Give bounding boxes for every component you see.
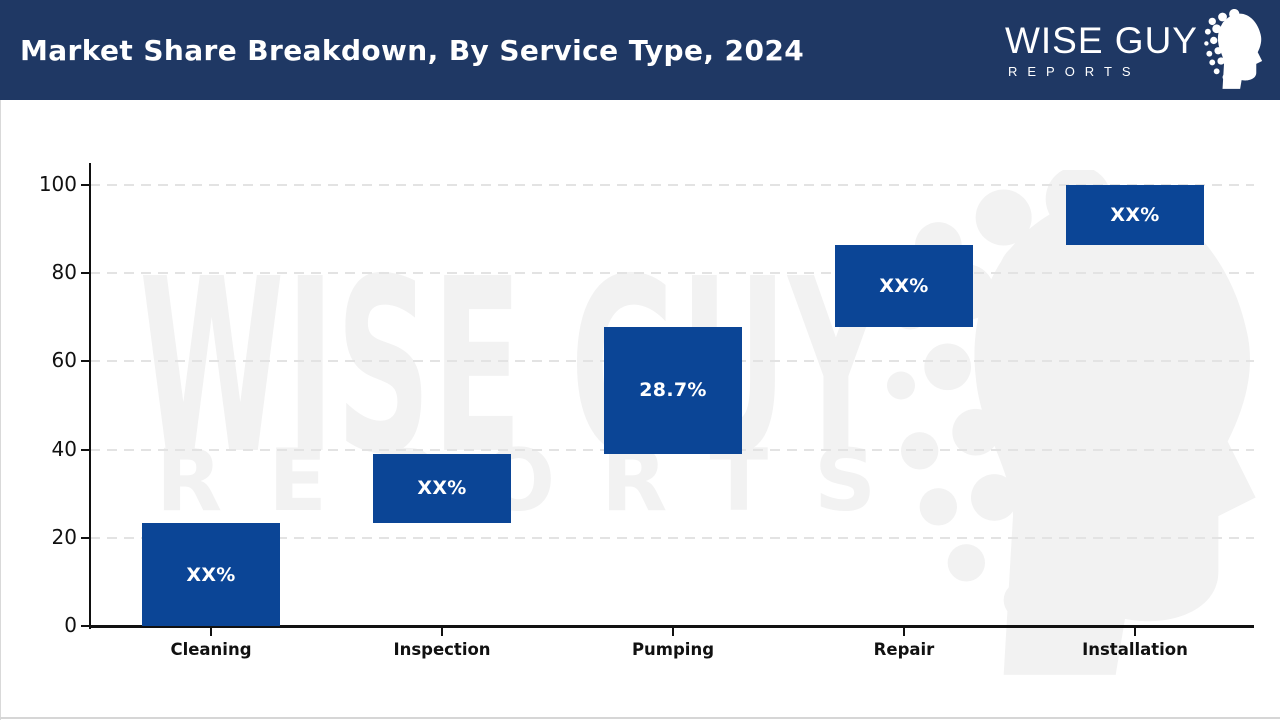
y-gridline-100 [90, 184, 1254, 186]
bottom-divider [0, 717, 1280, 719]
bar-inspection: XX% [373, 453, 511, 524]
bar-pumping: 28.7% [604, 327, 742, 454]
x-tick-cleaning [210, 628, 212, 636]
y-tick-label-40: 40 [51, 436, 77, 461]
page-title: Market Share Breakdown, By Service Type,… [20, 33, 805, 67]
y-tick-label-20: 20 [51, 524, 77, 549]
bar-value-label-repair: XX% [879, 274, 929, 297]
y-tick-label-100: 100 [38, 172, 77, 196]
x-tick-inspection [441, 628, 443, 636]
category-label-installation: Installation [1082, 640, 1188, 659]
app-header: Market Share Breakdown, By Service Type,… [0, 0, 1280, 100]
bar-cleaning: XX% [142, 523, 280, 626]
y-tick-60 [81, 360, 89, 363]
bar-value-label-installation: XX% [1110, 203, 1160, 226]
bar-value-label-pumping: 28.7% [639, 379, 707, 402]
y-tick-0 [81, 625, 89, 627]
brand-subtitle: REPORTS [1007, 63, 1141, 79]
bar-value-label-cleaning: XX% [186, 563, 236, 586]
y-gridline-20 [90, 536, 1254, 539]
category-label-repair: Repair [873, 640, 935, 659]
brand-name: WISE GUY [1004, 19, 1198, 61]
bar-repair: XX% [835, 244, 973, 327]
y-tick-20 [81, 536, 89, 539]
x-tick-installation [1134, 628, 1136, 636]
y-tick-label-0: 0 [64, 613, 77, 637]
category-label-inspection: Inspection [393, 640, 491, 659]
bar-value-label-inspection: XX% [417, 477, 467, 500]
y-tick-40 [81, 448, 89, 451]
y-gridline-80 [90, 272, 1254, 275]
x-tick-pumping [672, 628, 674, 636]
head-profile-icon [1204, 9, 1263, 89]
category-label-cleaning: Cleaning [170, 640, 252, 659]
bar-installation: XX% [1066, 185, 1204, 245]
brand-wordmark: WISE GUY REPORTS [1005, 22, 1198, 79]
y-tick-label-80: 80 [51, 260, 77, 285]
category-label-pumping: Pumping [631, 640, 715, 659]
x-axis-line [89, 625, 1254, 628]
brand-logo: WISE GUY REPORTS [1005, 9, 1268, 91]
chart-plot-area: 0 20 40 60 80 100 XX% Cleaning XX% Inspection 28.7… [1, 100, 1280, 720]
y-tick-label-60: 60 [51, 348, 77, 373]
x-tick-repair [903, 628, 905, 636]
y-tick-100 [81, 184, 89, 186]
y-tick-80 [81, 272, 89, 275]
chart-canvas: WISE GUY REPORTS 0 20 40 60 80 100 XX% Cleaning… [0, 100, 1280, 720]
y-axis-line [89, 163, 91, 629]
